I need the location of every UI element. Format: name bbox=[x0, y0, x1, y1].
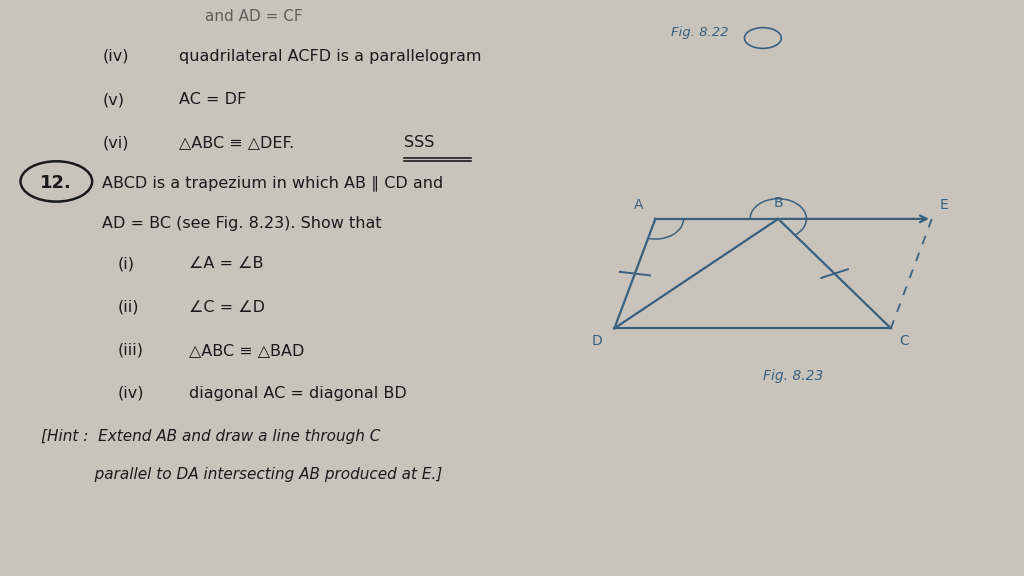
Text: (iv): (iv) bbox=[118, 386, 144, 401]
Text: (v): (v) bbox=[102, 92, 124, 107]
Text: Fig. 8.23: Fig. 8.23 bbox=[764, 369, 823, 382]
Text: A: A bbox=[634, 198, 643, 212]
Text: 12.: 12. bbox=[40, 174, 73, 192]
Text: (iii): (iii) bbox=[118, 343, 143, 358]
Text: Fig. 8.22: Fig. 8.22 bbox=[671, 26, 728, 39]
Text: AD = BC (see Fig. 8.23). Show that: AD = BC (see Fig. 8.23). Show that bbox=[102, 216, 382, 231]
Text: ABCD is a trapezium in which AB ∥ CD and: ABCD is a trapezium in which AB ∥ CD and bbox=[102, 176, 443, 191]
Text: and AD = CF: and AD = CF bbox=[205, 9, 302, 24]
Text: ∠A = ∠B: ∠A = ∠B bbox=[189, 256, 264, 271]
Text: [Hint :  Extend AB and draw a line through C: [Hint : Extend AB and draw a line throug… bbox=[41, 429, 380, 444]
Text: C: C bbox=[899, 334, 909, 348]
Text: (vi): (vi) bbox=[102, 135, 129, 150]
Text: (iv): (iv) bbox=[102, 49, 129, 64]
Text: (ii): (ii) bbox=[118, 300, 139, 314]
Text: ∠C = ∠D: ∠C = ∠D bbox=[189, 300, 265, 314]
Text: △ABC ≡ △DEF.: △ABC ≡ △DEF. bbox=[179, 135, 295, 150]
Text: B: B bbox=[773, 196, 783, 210]
Text: SSS: SSS bbox=[404, 135, 435, 150]
Text: diagonal AC = diagonal BD: diagonal AC = diagonal BD bbox=[189, 386, 408, 401]
Text: (i): (i) bbox=[118, 256, 135, 271]
Text: D: D bbox=[592, 334, 602, 348]
Text: AC = DF: AC = DF bbox=[179, 92, 247, 107]
Text: parallel to DA intersecting AB produced at E.]: parallel to DA intersecting AB produced … bbox=[41, 467, 442, 482]
Text: △ABC ≡ △BAD: △ABC ≡ △BAD bbox=[189, 343, 305, 358]
Text: E: E bbox=[940, 198, 949, 212]
Text: quadrilateral ACFD is a parallelogram: quadrilateral ACFD is a parallelogram bbox=[179, 49, 481, 64]
